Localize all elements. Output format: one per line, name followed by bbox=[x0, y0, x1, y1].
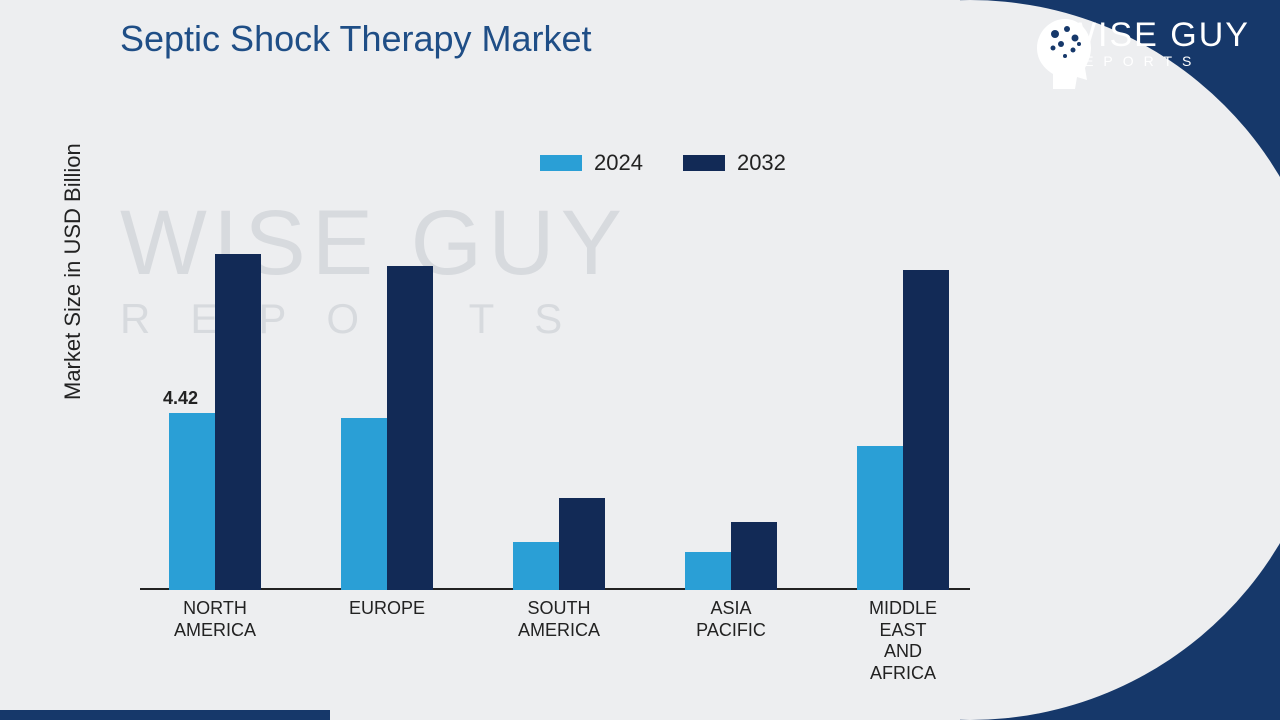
bar-group bbox=[828, 190, 978, 590]
bar-2032 bbox=[731, 522, 777, 590]
y-axis-label: Market Size in USD Billion bbox=[60, 143, 86, 400]
bar-2032 bbox=[215, 254, 261, 590]
bar-2024 bbox=[341, 418, 387, 590]
bar-group bbox=[312, 190, 462, 590]
bottom-accent-bar bbox=[0, 710, 330, 720]
legend: 2024 2032 bbox=[540, 150, 786, 176]
legend-item-2024: 2024 bbox=[540, 150, 643, 176]
chart-area: Market Size in USD Billion 2024 2032 4.4… bbox=[100, 150, 970, 680]
brain-head-icon bbox=[1025, 14, 1095, 94]
legend-label-2032: 2032 bbox=[737, 150, 786, 176]
page-canvas: WISE GUY REPORTS Septic Shock Therapy Ma… bbox=[0, 0, 1280, 720]
bar-2032 bbox=[559, 498, 605, 590]
category-label: MIDDLEEASTANDAFRICA bbox=[828, 598, 978, 684]
bar-group bbox=[484, 190, 634, 590]
bar-2024 bbox=[857, 446, 903, 590]
category-label: EUROPE bbox=[312, 598, 462, 620]
category-label: SOUTHAMERICA bbox=[484, 598, 634, 641]
category-label: NORTHAMERICA bbox=[140, 598, 290, 641]
legend-swatch-2024 bbox=[540, 155, 582, 171]
bar-group bbox=[656, 190, 806, 590]
bar-2032 bbox=[387, 266, 433, 590]
bar-2024 bbox=[513, 542, 559, 590]
bar-value-label: 4.42 bbox=[163, 388, 198, 409]
bar-2032 bbox=[903, 270, 949, 590]
legend-swatch-2032 bbox=[683, 155, 725, 171]
bar-group: 4.42 bbox=[140, 190, 290, 590]
legend-item-2032: 2032 bbox=[683, 150, 786, 176]
plot-region: 4.42 bbox=[140, 190, 970, 590]
chart-title: Septic Shock Therapy Market bbox=[120, 18, 592, 60]
bar-2024 bbox=[169, 413, 215, 590]
bar-2024 bbox=[685, 552, 731, 590]
category-label: ASIAPACIFIC bbox=[656, 598, 806, 641]
legend-label-2024: 2024 bbox=[594, 150, 643, 176]
